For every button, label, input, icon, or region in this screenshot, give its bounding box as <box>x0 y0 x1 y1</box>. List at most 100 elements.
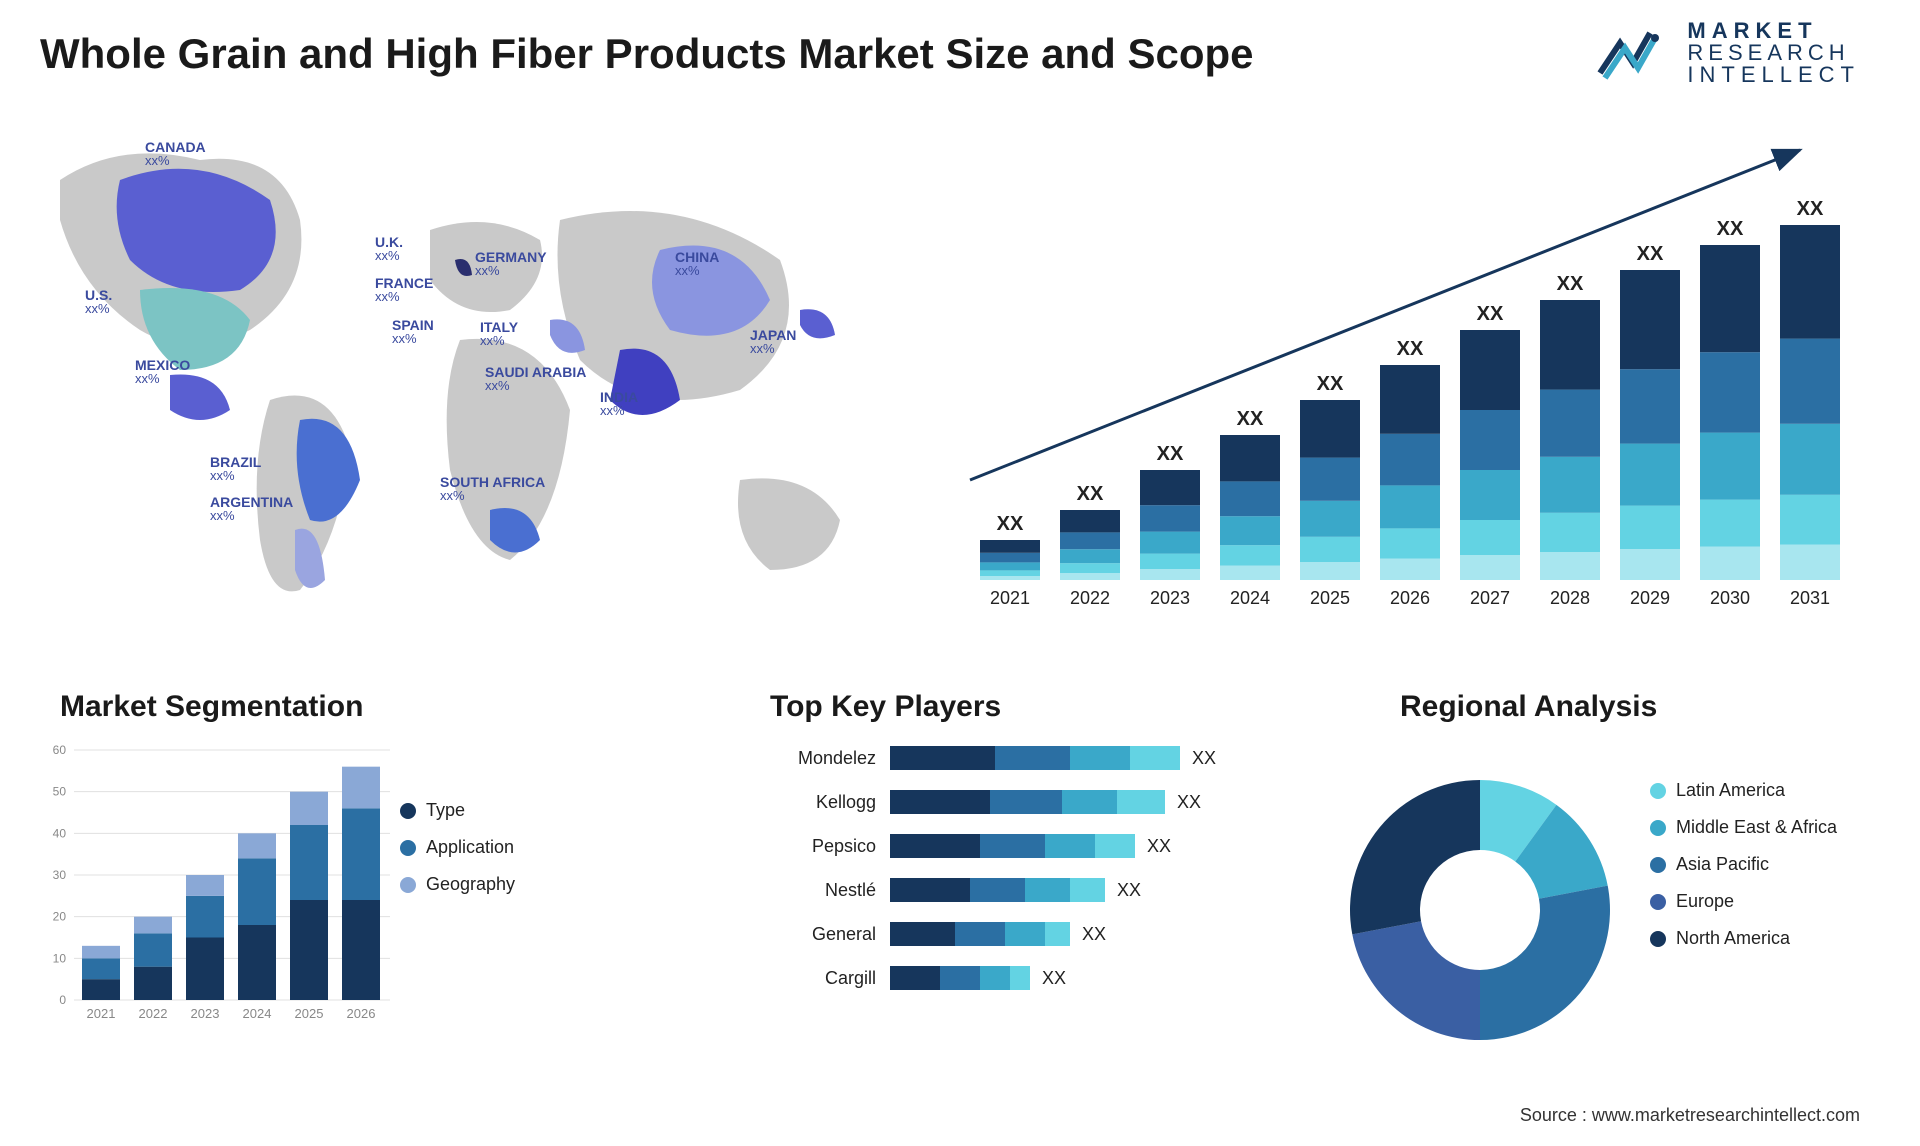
svg-text:2026: 2026 <box>347 1006 376 1021</box>
market-size-bar-chart: 2021 XX 2022 XX 2023 XX 2024 XX 2025 XX 2026 XX 2027… <box>960 140 1860 640</box>
source-label: Source : www.marketresearchintellect.com <box>1520 1105 1860 1126</box>
svg-text:2027: 2027 <box>1470 588 1510 608</box>
svg-text:2024: 2024 <box>1230 588 1270 608</box>
svg-text:2022: 2022 <box>1070 588 1110 608</box>
svg-text:2028: 2028 <box>1550 588 1590 608</box>
page-title: Whole Grain and High Fiber Products Mark… <box>40 30 1254 78</box>
svg-text:2022: 2022 <box>139 1006 168 1021</box>
map-country-label: U.K.xx% <box>375 235 403 262</box>
key-player-row: General XX <box>770 916 1270 952</box>
svg-text:XX: XX <box>1157 443 1184 465</box>
svg-text:0: 0 <box>59 993 66 1007</box>
svg-text:2029: 2029 <box>1630 588 1670 608</box>
legend-item: North America <box>1650 928 1837 949</box>
legend-item: Europe <box>1650 891 1837 912</box>
legend-item: Type <box>400 800 515 821</box>
key-player-name: Cargill <box>770 968 890 989</box>
legend-item: Application <box>400 837 515 858</box>
legend-item: Middle East & Africa <box>1650 817 1837 838</box>
key-player-value: XX <box>1082 924 1106 945</box>
svg-text:2024: 2024 <box>243 1006 272 1021</box>
svg-text:XX: XX <box>1717 218 1744 240</box>
logo-icon <box>1595 23 1675 83</box>
segmentation-legend: Type Application Geography <box>400 800 515 911</box>
svg-text:2025: 2025 <box>295 1006 324 1021</box>
key-player-row: Pepsico XX <box>770 828 1270 864</box>
key-player-name: General <box>770 924 890 945</box>
world-map: CANADAxx% U.S.xx% MEXICOxx% BRAZILxx% ARGENT… <box>40 120 920 650</box>
map-country-label: MEXICOxx% <box>135 358 190 385</box>
key-player-bar <box>890 790 1165 814</box>
segmentation-title: Market Segmentation <box>60 690 363 724</box>
logo-line2: RESEARCH <box>1687 42 1860 64</box>
key-player-bar <box>890 878 1105 902</box>
brand-logo: MARKET RESEARCH INTELLECT <box>1595 20 1860 86</box>
svg-text:2021: 2021 <box>990 588 1030 608</box>
svg-text:2021: 2021 <box>87 1006 116 1021</box>
svg-text:2031: 2031 <box>1790 588 1830 608</box>
svg-text:20: 20 <box>53 910 67 924</box>
map-country-label: SOUTH AFRICAxx% <box>440 475 545 502</box>
key-player-row: Mondelez XX <box>770 740 1270 776</box>
map-country-label: CHINAxx% <box>675 250 719 277</box>
map-country-label: ITALYxx% <box>480 320 518 347</box>
svg-text:2023: 2023 <box>1150 588 1190 608</box>
map-country-label: BRAZILxx% <box>210 455 261 482</box>
svg-text:XX: XX <box>1637 243 1664 265</box>
map-country-label: GERMANYxx% <box>475 250 547 277</box>
svg-text:XX: XX <box>1557 273 1584 295</box>
svg-text:XX: XX <box>1317 373 1344 395</box>
legend-item: Asia Pacific <box>1650 854 1837 875</box>
key-player-name: Mondelez <box>770 748 890 769</box>
key-player-value: XX <box>1042 968 1066 989</box>
map-svg <box>40 120 920 650</box>
map-country-label: U.S.xx% <box>85 288 112 315</box>
map-country-label: CANADAxx% <box>145 140 206 167</box>
key-player-value: XX <box>1117 880 1141 901</box>
key-player-bar <box>890 834 1135 858</box>
key-player-name: Nestlé <box>770 880 890 901</box>
map-country-label: FRANCExx% <box>375 276 433 303</box>
svg-text:XX: XX <box>1077 483 1104 505</box>
logo-line3: INTELLECT <box>1687 64 1860 86</box>
legend-item: Geography <box>400 874 515 895</box>
segmentation-chart: 0 10 20 30 40 50 60 2021 2022 2023 2024 2025 2026 Ty… <box>40 740 540 1090</box>
key-player-row: Kellogg XX <box>770 784 1270 820</box>
key-players-chart: MondelezXXKelloggXXPepsicoXXNestléXXGene… <box>770 740 1270 1090</box>
key-players-title: Top Key Players <box>770 690 1001 724</box>
legend-item: Latin America <box>1650 780 1837 801</box>
map-country-label: SPAINxx% <box>392 318 434 345</box>
key-player-name: Pepsico <box>770 836 890 857</box>
map-country-label: ARGENTINAxx% <box>210 495 293 522</box>
key-player-bar <box>890 746 1180 770</box>
map-country-label: INDIAxx% <box>600 390 638 417</box>
key-player-row: Cargill XX <box>770 960 1270 996</box>
svg-text:60: 60 <box>53 743 67 757</box>
svg-text:XX: XX <box>1237 408 1264 430</box>
map-country-label: JAPANxx% <box>750 328 796 355</box>
svg-text:40: 40 <box>53 826 67 840</box>
svg-text:2025: 2025 <box>1310 588 1350 608</box>
key-player-name: Kellogg <box>770 792 890 813</box>
key-player-value: XX <box>1192 748 1216 769</box>
key-player-row: Nestlé XX <box>770 872 1270 908</box>
svg-text:XX: XX <box>997 513 1024 535</box>
map-country-label: SAUDI ARABIAxx% <box>485 365 586 392</box>
key-player-value: XX <box>1147 836 1171 857</box>
svg-text:XX: XX <box>1477 303 1504 325</box>
svg-text:30: 30 <box>53 868 67 882</box>
svg-text:10: 10 <box>53 951 67 965</box>
svg-text:50: 50 <box>53 785 67 799</box>
svg-text:2030: 2030 <box>1710 588 1750 608</box>
regional-legend: Latin America Middle East & Africa Asia Pa… <box>1650 780 1837 965</box>
svg-text:2026: 2026 <box>1390 588 1430 608</box>
key-player-bar <box>890 922 1070 946</box>
svg-text:XX: XX <box>1797 198 1824 220</box>
key-player-bar <box>890 966 1030 990</box>
key-player-value: XX <box>1177 792 1201 813</box>
regional-title: Regional Analysis <box>1400 690 1657 724</box>
logo-line1: MARKET <box>1687 20 1860 42</box>
regional-donut: Latin America Middle East & Africa Asia Pa… <box>1320 740 1880 1090</box>
svg-text:2023: 2023 <box>191 1006 220 1021</box>
svg-text:XX: XX <box>1397 338 1424 360</box>
